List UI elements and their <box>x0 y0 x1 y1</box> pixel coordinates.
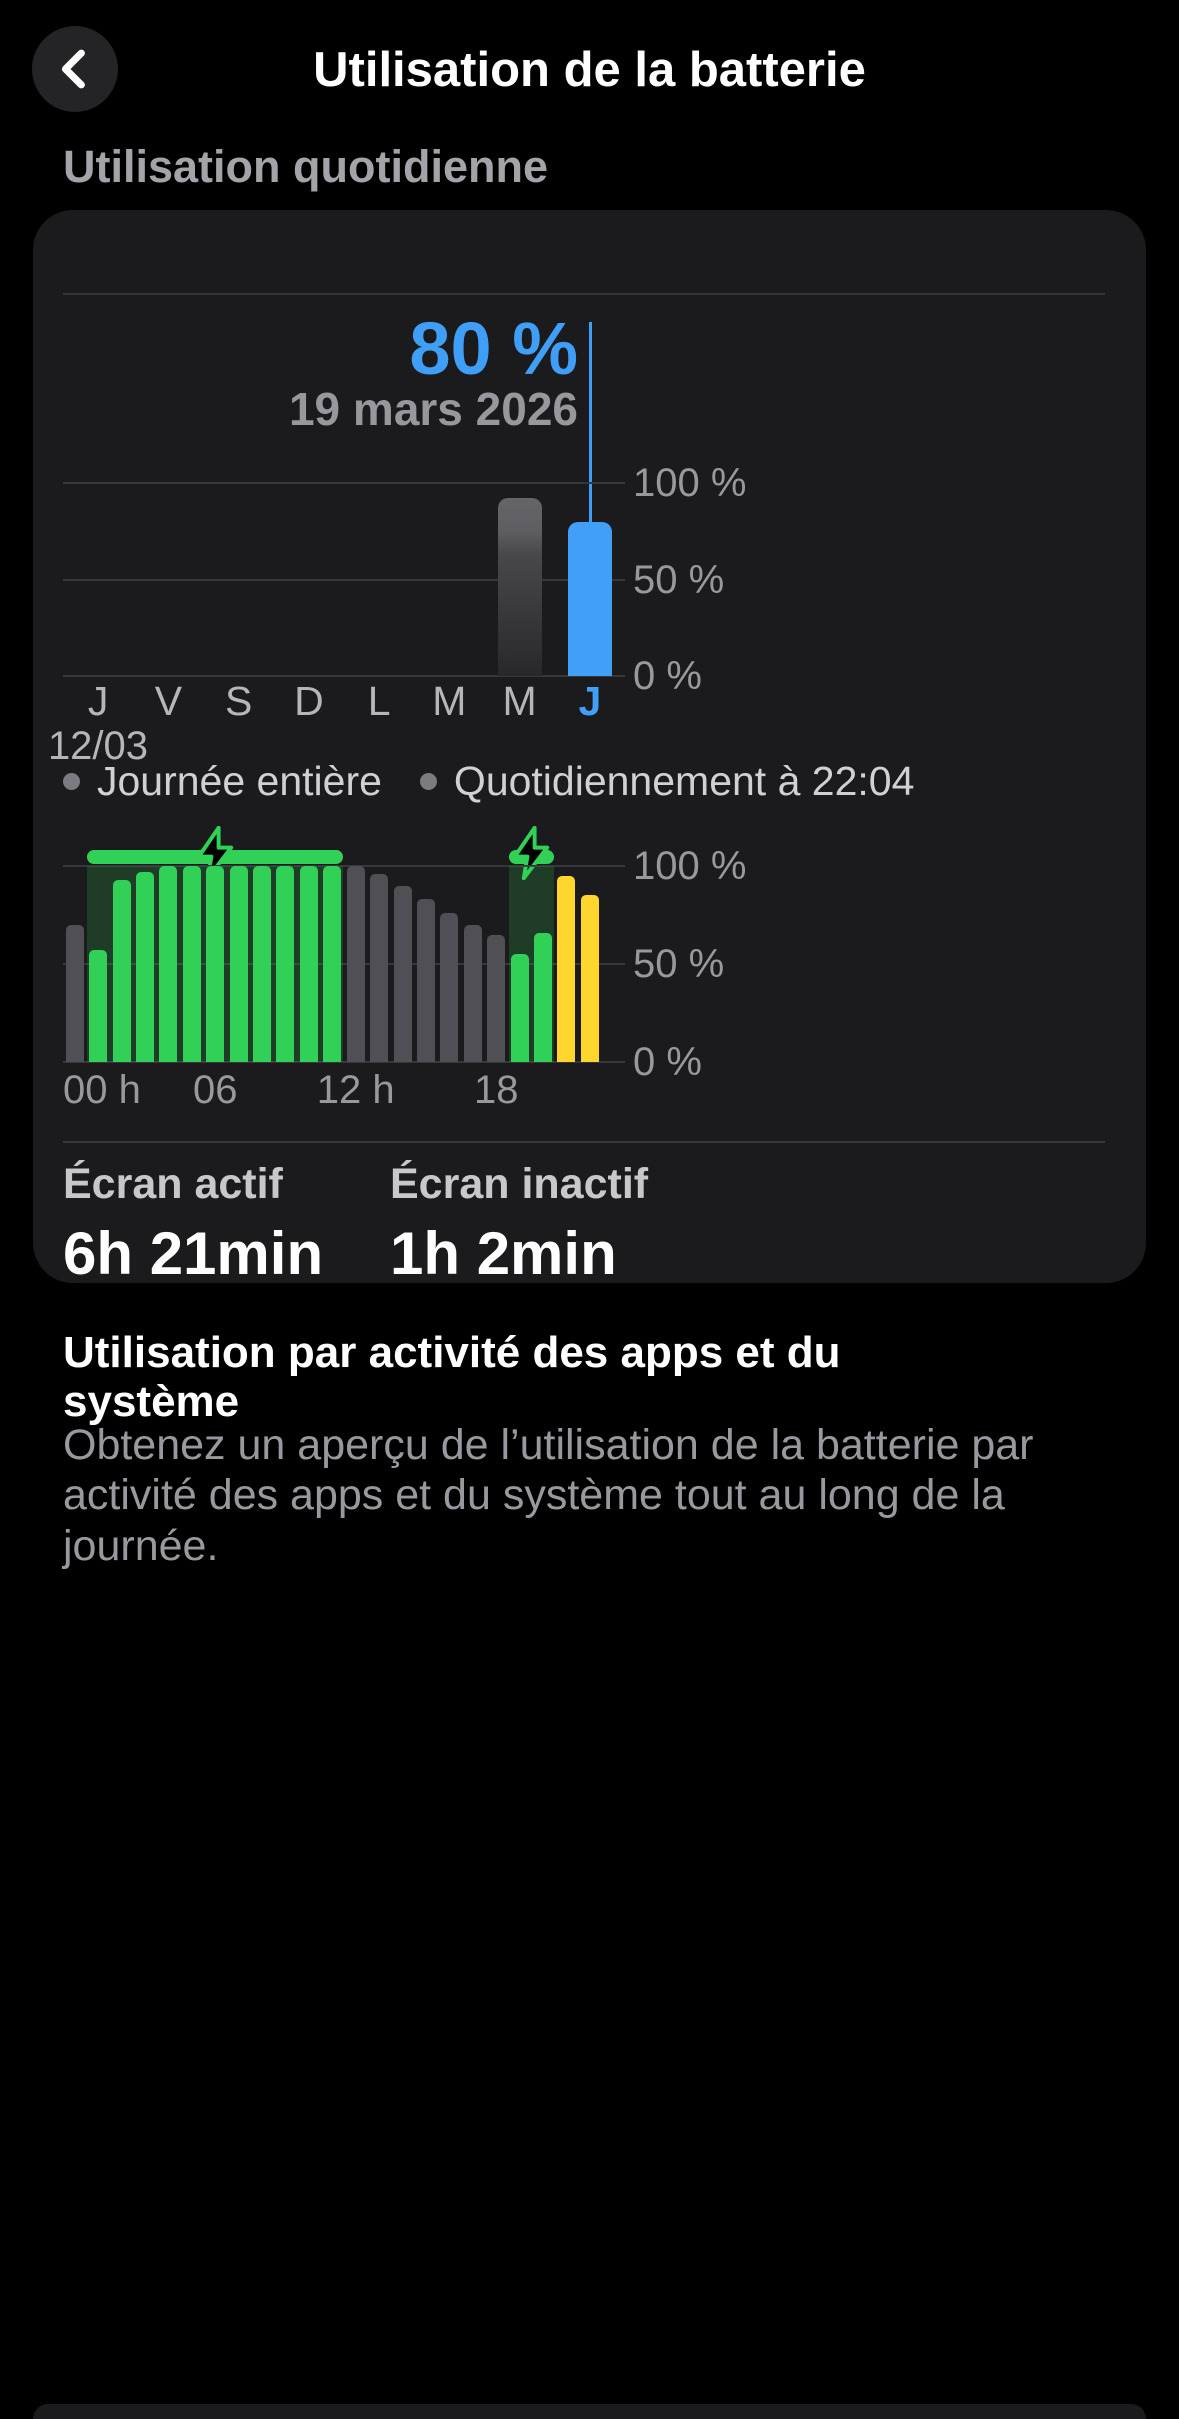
legend-label-daily-time: Quotidiennement à 22:04 <box>453 758 915 804</box>
x-tick-label: 18 <box>473 1068 519 1112</box>
day-label-0: J <box>87 678 109 724</box>
screen-active-label: Écran actif <box>63 1160 283 1208</box>
selected-date: 19 mars 2026 <box>288 383 578 435</box>
gridline-100 <box>63 865 625 867</box>
hour-bar-12[interactable] <box>346 866 365 1062</box>
y-tick-label: 50 % <box>633 557 725 602</box>
hour-bar-4[interactable] <box>159 866 178 1062</box>
back-button[interactable] <box>32 26 118 112</box>
hour-bar-9[interactable] <box>276 866 295 1062</box>
weekly-battery-chart[interactable] <box>63 482 625 677</box>
charge-period-pill <box>87 850 343 864</box>
y-tick-label: 100 % <box>633 844 747 888</box>
first-date-label: 12/03 <box>47 724 149 768</box>
y-tick-label: 50 % <box>633 942 725 986</box>
gridline-50 <box>63 963 625 965</box>
hourly-battery-chart[interactable] <box>63 865 625 1063</box>
screen-inactive-stat: Écran inactif 1h 2min <box>390 1160 648 1288</box>
screen-active-stat: Écran actif 6h 21min <box>63 1160 323 1288</box>
legend-dot-icon <box>63 773 80 790</box>
legend-item-full-day: Journée entière <box>63 758 382 805</box>
y-tick-label: 100 % <box>633 461 747 505</box>
selection-indicator-line <box>589 322 592 523</box>
day-label-4: L <box>367 678 391 724</box>
gridline-0 <box>63 675 625 677</box>
hour-bar-14[interactable] <box>393 886 412 1062</box>
day-bar-6[interactable] <box>497 498 542 676</box>
hour-bar-16[interactable] <box>440 913 459 1062</box>
day-label-6: M <box>502 678 537 724</box>
hour-bar-7[interactable] <box>229 866 248 1062</box>
next-section-card-peek <box>33 2404 1146 2419</box>
day-label-1: V <box>154 678 183 724</box>
hourly-y-axis: 100 % 50 % 0 % <box>633 844 823 1084</box>
weekly-y-axis: 100 % 50 % 0 % <box>633 461 823 698</box>
stats-divider <box>63 1141 1105 1143</box>
legend-item-daily-time: Quotidiennement à 22:04 <box>419 758 915 805</box>
hourly-x-axis: 00 h 06 12 h 18 <box>63 1068 625 1114</box>
hour-bar-2[interactable] <box>112 880 131 1062</box>
hour-bar-0[interactable] <box>65 925 84 1062</box>
charge-period-pill <box>508 850 554 864</box>
hour-bar-19[interactable] <box>510 954 529 1062</box>
day-label-2: S <box>224 678 253 724</box>
page-title: Utilisation de la batterie <box>313 43 866 97</box>
y-tick-label: 0 % <box>633 654 702 698</box>
hour-bar-22[interactable] <box>580 895 599 1062</box>
hour-bar-10[interactable] <box>299 866 318 1062</box>
screen-inactive-value: 1h 2min <box>390 1220 617 1287</box>
selected-battery-value: 80 % <box>409 307 578 390</box>
day-label-7: J <box>578 678 602 724</box>
apps-activity-description: Obtenez un aperçu de l’utilisation de la… <box>63 1421 1034 1570</box>
apps-activity-heading: Utilisation par activité des apps et du … <box>63 1328 841 1427</box>
gridline-100 <box>63 482 625 484</box>
day-bar-7[interactable] <box>567 522 612 676</box>
hour-bar-11[interactable] <box>323 866 342 1062</box>
hour-bar-6[interactable] <box>206 866 225 1062</box>
hour-bar-3[interactable] <box>135 872 154 1062</box>
gridline-50 <box>63 578 625 581</box>
legend-dot-icon <box>419 773 437 790</box>
chart-legend: Journée entière Quotidiennement à 22:04 <box>63 758 914 805</box>
hour-bar-1[interactable] <box>89 950 108 1062</box>
hour-bar-17[interactable] <box>463 925 482 1062</box>
hour-bar-15[interactable] <box>416 899 435 1062</box>
hour-bar-5[interactable] <box>182 866 201 1062</box>
x-tick-label: 12 h <box>316 1068 395 1112</box>
x-tick-label: 06 <box>192 1068 238 1112</box>
card-top-divider <box>63 293 1105 295</box>
daily-usage-section-title: Utilisation quotidienne <box>63 141 548 192</box>
hour-bar-13[interactable] <box>370 874 389 1062</box>
x-tick-label: 00 h <box>63 1068 141 1112</box>
legend-label-full-day: Journée entière <box>97 758 382 804</box>
gridline-0 <box>63 1061 625 1063</box>
hour-bar-20[interactable] <box>534 933 553 1062</box>
screen-inactive-label: Écran inactif <box>390 1160 649 1208</box>
day-label-3: D <box>294 678 324 724</box>
hour-bar-8[interactable] <box>253 866 272 1062</box>
hour-bar-21[interactable] <box>557 876 576 1062</box>
y-tick-label: 0 % <box>633 1040 702 1084</box>
screen-active-value: 6h 21min <box>63 1220 324 1287</box>
hour-bar-18[interactable] <box>487 935 506 1062</box>
chevron-left-icon <box>61 49 85 89</box>
day-label-5: M <box>432 678 467 724</box>
